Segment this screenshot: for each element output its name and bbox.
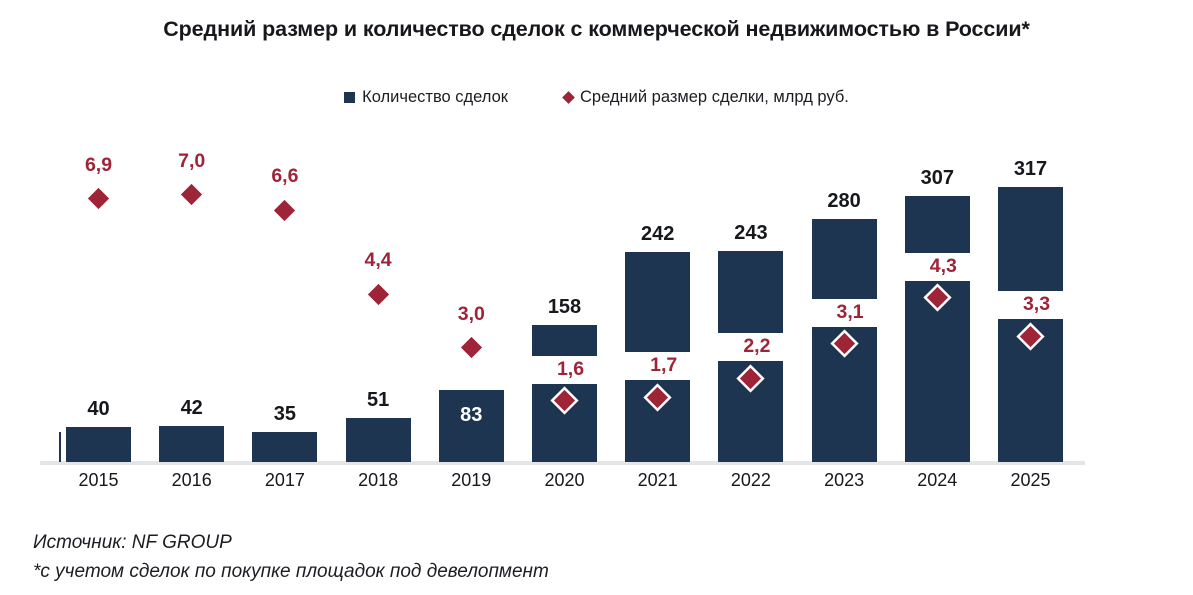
x-axis-label-2020: 2020 [544,470,585,490]
data-point-2019[interactable] [460,336,482,359]
bar-value-label-2018: 51 [366,388,390,411]
point-value-label-2020: 1,6 [524,355,617,384]
bar-value-label-2015: 40 [87,398,110,421]
footer-note: *с учетом сделок по покупке площадок под… [33,561,549,582]
bar-value-label-2020: 158 [547,295,582,318]
x-axis-label-2025: 2025 [1010,470,1051,490]
x-axis-label-2016: 2016 [171,470,212,490]
data-point-2016[interactable] [181,184,203,206]
bar-value-label-2021: 242 [641,223,675,246]
bar-2025[interactable] [998,186,1063,462]
x-axis-label-2017: 2017 [264,470,305,490]
bar-value-label-2025: 317 [1013,157,1048,180]
point-value-label-2019: 3,0 [457,302,485,325]
legend-label-average-size: Средний размер сделки, млрд руб. [580,88,849,106]
x-axis-label-2018: 2018 [358,470,399,490]
point-value-label-2016: 7,0 [178,149,206,172]
bar-value-label-2023: 280 [827,190,861,213]
y-axis-tick [59,432,61,462]
legend-item-average-size: Средний размер сделки, млрд руб. [562,88,849,107]
bar-value-label-2024: 307 [920,166,954,189]
x-axis-line [40,461,1085,465]
x-axis-label-2023: 2023 [824,470,865,490]
point-value-label-2015: 6,9 [84,153,113,176]
chart-legend: Количество сделок Средний размер сделки,… [0,88,1193,107]
legend-label-deal-count: Количество сделок [362,88,509,106]
point-value-label-2023: 3,1 [804,298,897,327]
point-value-label-2021: 1,7 [617,352,710,381]
bar-value-label-2022: 243 [734,222,768,245]
x-axis-label-2019: 2019 [451,470,492,490]
chart-footer: Источник: NF GROUP *с учетом сделок по п… [33,528,549,586]
x-axis-label-2021: 2021 [637,470,678,490]
bar-value-label-2017: 35 [273,402,297,425]
point-value-label-2018: 4,4 [364,249,392,272]
x-axis-label-2024: 2024 [917,470,958,490]
data-point-2017[interactable] [274,199,296,221]
point-value-label-2022: 2,2 [710,333,803,362]
bar-2016[interactable] [159,425,225,462]
bar-2024[interactable] [904,195,970,462]
legend-item-deal-count: Количество сделок [344,88,508,107]
bar-2018[interactable] [345,417,411,462]
point-value-label-2024: 4,3 [897,252,990,281]
bar-value-label-2019: 83 [460,403,483,426]
x-axis-label-2022: 2022 [730,470,771,490]
bar-2015[interactable] [66,427,131,462]
bar-2017[interactable] [252,431,318,462]
point-value-label-2025: 3,3 [990,291,1083,320]
square-marker-icon [344,92,356,103]
bar-2019[interactable] [438,390,504,462]
x-axis-label-2015: 2015 [78,470,119,490]
data-point-2015[interactable] [87,188,110,210]
data-point-2018[interactable] [367,283,389,305]
chart-title: Средний размер и количество сделок с ком… [163,17,1030,41]
bar-value-label-2016: 42 [180,396,203,419]
point-value-label-2017: 6,6 [271,165,299,188]
footer-source: Источник: NF GROUP [33,532,232,553]
